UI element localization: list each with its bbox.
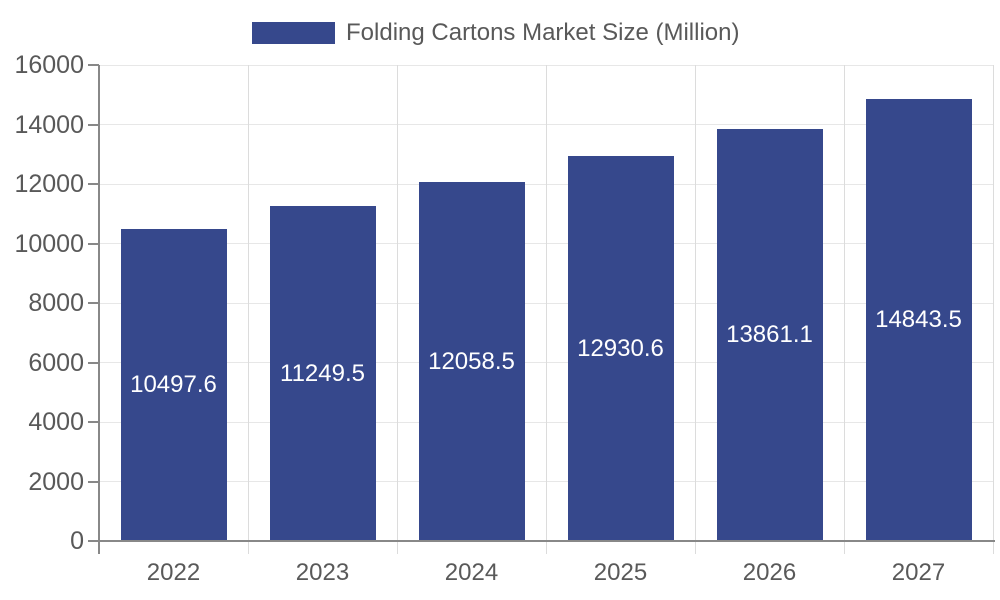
bar-2025: 12930.6 [567, 156, 674, 541]
y-axis-tick-label: 6000 [28, 348, 84, 377]
x-axis-tick-label: 2026 [742, 559, 797, 586]
plot-area: 10497.6 11249.5 12058.5 12930.6 13861.1 14843… [99, 64, 994, 554]
y-axis-tick-mark [88, 421, 99, 423]
gridline-vertical [396, 65, 398, 554]
gridline-vertical [843, 65, 845, 554]
bar-value-label: 13861.1 [726, 320, 813, 348]
gridline-vertical [694, 65, 696, 554]
x-axis-tick-label: 2023 [295, 559, 350, 586]
gridline-vertical [247, 65, 249, 554]
y-axis-line [98, 65, 100, 554]
y-axis-tick-label: 4000 [28, 408, 84, 436]
y-axis-tick-mark [88, 242, 99, 245]
bar-2027: 14843.5 [865, 99, 972, 541]
y-axis-tick-label: 16000 [14, 51, 84, 79]
y-axis-tick-mark [88, 302, 99, 304]
y-axis-tick-label: 8000 [28, 289, 84, 317]
bar-2022: 10497.6 [120, 228, 227, 541]
y-axis-tick-label: 10000 [14, 229, 84, 258]
bar-2026: 13861.1 [716, 128, 823, 541]
bar-value-label: 12058.5 [428, 347, 515, 375]
legend-label: Folding Cartons Market Size (Million) [346, 19, 740, 46]
y-axis-tick-label: 2000 [28, 467, 84, 496]
bar-2024: 12058.5 [418, 182, 525, 541]
y-axis-tick-mark [88, 123, 99, 126]
x-axis-tick-label: 2024 [444, 559, 499, 586]
bar-value-label: 10497.6 [130, 370, 217, 398]
gridline-vertical [992, 65, 994, 554]
x-axis-line [98, 540, 995, 542]
bar-value-label: 12930.6 [577, 334, 664, 362]
x-axis-tick-label: 2027 [891, 559, 946, 586]
bar-value-label: 11249.5 [280, 359, 365, 387]
x-axis-tick-label: 2022 [146, 559, 201, 586]
y-axis-tick-mark [88, 540, 99, 542]
bar-value-label: 14843.5 [875, 306, 962, 334]
legend-swatch [252, 22, 335, 44]
y-axis-tick-mark [88, 361, 99, 364]
y-axis-tick-mark [88, 183, 99, 185]
legend: Folding Cartons Market Size (Million) [252, 21, 739, 45]
y-axis-tick-label: 14000 [14, 110, 84, 139]
bar-2023: 11249.5 [269, 206, 376, 541]
y-axis-tick-label: 12000 [14, 170, 84, 198]
gridline-vertical [545, 65, 547, 554]
x-axis-tick-label: 2025 [593, 559, 648, 586]
y-axis-tick-mark [88, 480, 99, 483]
y-axis-tick-mark [88, 64, 99, 66]
y-axis-tick-label: 0 [70, 527, 84, 555]
